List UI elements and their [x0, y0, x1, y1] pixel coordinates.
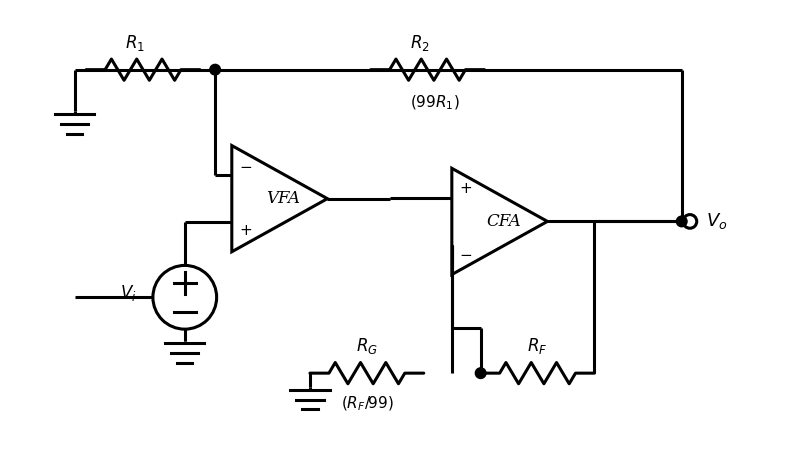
Text: CFA: CFA — [486, 213, 520, 230]
Circle shape — [210, 65, 221, 75]
Text: $+$: $+$ — [239, 224, 253, 238]
Text: $(R_F/99)$: $(R_F/99)$ — [341, 394, 393, 413]
Text: $R_F$: $R_F$ — [528, 337, 548, 356]
Text: VFA: VFA — [266, 190, 301, 207]
Text: $-$: $-$ — [239, 159, 253, 173]
Text: $V_o$: $V_o$ — [706, 212, 727, 231]
Text: $-$: $-$ — [460, 247, 472, 261]
Circle shape — [476, 368, 486, 378]
Text: $R_2$: $R_2$ — [410, 33, 430, 53]
Text: $(99R_1)$: $(99R_1)$ — [411, 94, 460, 112]
Text: $V_i$: $V_i$ — [119, 284, 136, 304]
Circle shape — [676, 216, 687, 227]
Text: $R_G$: $R_G$ — [356, 337, 378, 356]
Text: $+$: $+$ — [460, 182, 472, 196]
Text: $R_1$: $R_1$ — [125, 33, 145, 53]
